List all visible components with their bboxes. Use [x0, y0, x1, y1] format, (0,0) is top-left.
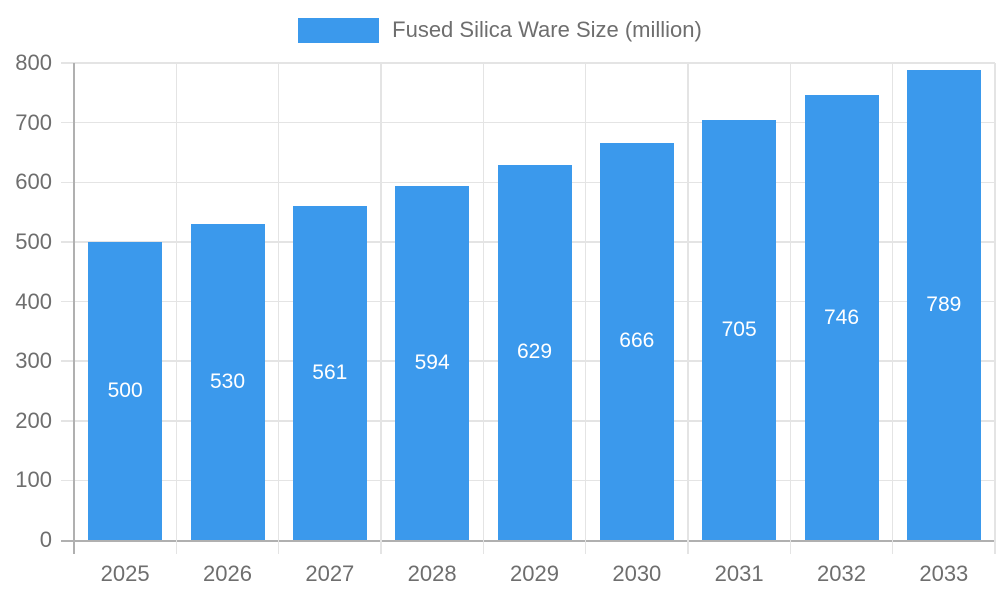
- gridline-vertical: [380, 63, 382, 554]
- gridline-vertical: [482, 63, 485, 554]
- bar[interactable]: 705: [702, 119, 777, 540]
- bar-value-label: 530: [209, 369, 246, 393]
- y-axis-tick-label: 500: [15, 228, 52, 254]
- bar-value-label: 594: [414, 350, 450, 374]
- x-axis-tick-label: 2027: [305, 561, 355, 586]
- y-axis-tick-label: 200: [15, 407, 52, 433]
- gridline-vertical: [994, 63, 996, 554]
- x-axis-tick-label: 2028: [407, 561, 457, 586]
- legend-swatch: [298, 17, 380, 43]
- x-axis-line: [61, 539, 995, 542]
- y-axis-tick-label: 400: [15, 288, 52, 314]
- bar-value-label: 789: [926, 292, 962, 316]
- bar-value-label: 629: [516, 340, 553, 364]
- gridline-vertical: [175, 63, 178, 554]
- y-axis-tick-label: 800: [15, 50, 52, 75]
- y-axis-line: [73, 63, 75, 554]
- bar[interactable]: 594: [395, 185, 470, 540]
- gridline-vertical: [687, 63, 689, 554]
- bar[interactable]: 666: [599, 142, 674, 540]
- bar-value-label: 561: [312, 360, 348, 384]
- bar-value-label: 666: [619, 329, 655, 353]
- legend[interactable]: Fused Silica Ware Size (million): [0, 16, 1000, 44]
- bar-value-label: 705: [721, 317, 757, 341]
- bar-value-label: 746: [823, 305, 860, 329]
- y-axis-tick-label: 600: [15, 169, 52, 195]
- x-axis-tick-label: 2032: [817, 561, 866, 586]
- bar[interactable]: 789: [906, 69, 981, 540]
- bar[interactable]: 746: [804, 95, 879, 540]
- gridline-vertical: [789, 63, 792, 554]
- y-axis-tick-label: 300: [15, 348, 52, 374]
- gridline-vertical: [891, 63, 894, 554]
- bar-value-label: 500: [107, 378, 143, 402]
- x-axis-tick-label: 2031: [714, 561, 764, 586]
- gridline-horizontal: [61, 62, 995, 64]
- gridline-horizontal: [61, 121, 995, 124]
- x-axis-tick-label: 2026: [203, 561, 252, 586]
- bar[interactable]: 629: [497, 164, 572, 540]
- x-axis-tick-label: 2025: [100, 561, 150, 586]
- bar[interactable]: 530: [190, 223, 265, 540]
- y-axis-tick-label: 700: [15, 109, 52, 135]
- x-axis-tick-label: 2029: [510, 561, 559, 586]
- x-axis-tick-label: 2030: [612, 561, 662, 586]
- gridline-vertical: [584, 63, 587, 554]
- legend-label: Fused Silica Ware Size (million): [392, 17, 702, 42]
- gridline-vertical: [277, 63, 280, 554]
- y-axis-tick-label: 100: [15, 467, 52, 493]
- bar[interactable]: 561: [292, 205, 367, 540]
- bar[interactable]: 500: [88, 241, 163, 540]
- y-axis-tick-label: 0: [39, 527, 52, 552]
- x-axis-tick-label: 2033: [919, 561, 969, 586]
